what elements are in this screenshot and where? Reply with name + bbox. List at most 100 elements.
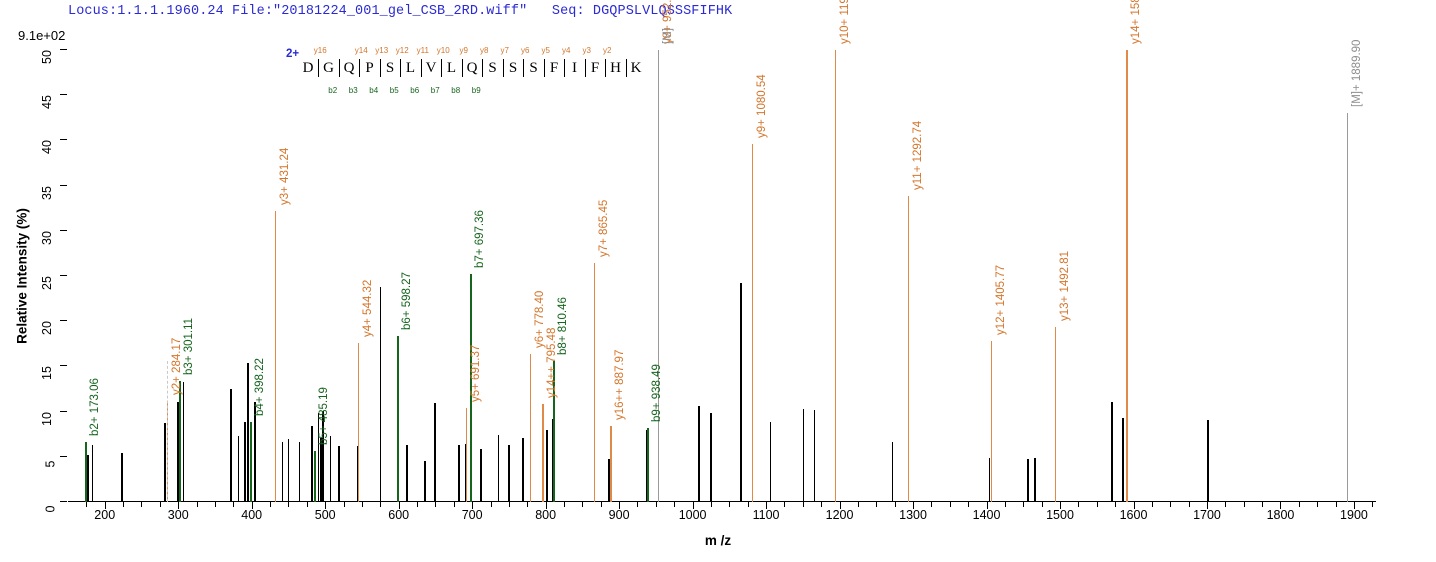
peak-label: b7+ 697.36	[474, 210, 487, 269]
plot-area: 200 300 400 500 600 700 800 900 1000 1100 1200 1300…	[40, 0, 1376, 522]
ladder-y-ion-label: y9	[459, 46, 468, 55]
ladder-b-ion-label: b2	[328, 86, 338, 95]
peak-leader-line	[166, 360, 168, 502]
ladder-separator	[482, 59, 484, 77]
spectrum-peak	[698, 406, 701, 502]
x-tick	[1133, 502, 1135, 509]
spectrum-peak	[891, 442, 894, 502]
x-tick	[1243, 502, 1245, 507]
spectrum-peak	[164, 423, 166, 502]
spectrum-peak	[508, 445, 510, 502]
x-tick	[1206, 502, 1208, 509]
spectrum-peak	[480, 448, 482, 502]
spectrum-peak	[740, 283, 742, 502]
x-tick	[361, 502, 363, 507]
spectrum-peak	[546, 429, 548, 502]
ladder-separator	[359, 59, 361, 77]
ladder-y-ion-label: y16	[313, 46, 327, 55]
ladder-residue: G	[323, 60, 334, 76]
peak-label: y14+ 1589.88	[1130, 0, 1143, 44]
y-axis-title: Relative Intensity (%)	[10, 50, 34, 502]
ladder-residue: L	[405, 60, 416, 76]
ladder-residue: P	[365, 60, 374, 76]
x-tick	[159, 502, 161, 507]
x-tick	[1262, 502, 1264, 507]
x-tick	[545, 502, 547, 509]
spectrum-peak	[253, 401, 256, 502]
spectrum-peak	[87, 455, 90, 502]
spectrum-peak	[551, 418, 554, 502]
x-tick	[435, 502, 437, 507]
peak-label: [M]	[661, 28, 674, 44]
ladder-y-ion-label: y12	[395, 46, 409, 55]
ladder-b-ion-label: b7	[430, 86, 440, 95]
x-tick	[398, 502, 400, 509]
spectrum-peak	[244, 422, 246, 502]
x-tick-label: 800	[535, 508, 557, 522]
ladder-separator	[605, 59, 607, 77]
x-tick	[527, 502, 529, 507]
x-tick	[104, 502, 106, 509]
ladder-residue: S	[385, 60, 395, 76]
peak-label: y10+ 1193.61	[838, 0, 851, 44]
peak-label: y6+ 778.40	[533, 290, 546, 348]
spectrum-peak	[1122, 417, 1125, 502]
x-tick	[141, 502, 143, 507]
spectrum-peak	[357, 342, 360, 502]
x-tick	[1225, 502, 1227, 507]
y-tick	[60, 184, 67, 186]
spectrum-peak	[91, 445, 94, 502]
header: Locus:1.1.1.1960.24 File:"20181224_001_g…	[0, 4, 1436, 24]
x-tick	[1188, 502, 1190, 507]
x-tick-label: 900	[608, 508, 630, 522]
x-tick	[178, 502, 180, 509]
spectrum-peak	[356, 445, 359, 502]
ladder-separator	[502, 59, 504, 77]
spectrum-peak	[834, 50, 837, 502]
x-tick	[1372, 502, 1374, 507]
ladder-b-ion-label: b6	[410, 86, 420, 95]
x-tick	[729, 502, 731, 507]
ladder-residue: V	[425, 60, 437, 76]
spectrum-peak	[322, 410, 324, 502]
x-tick	[692, 502, 694, 509]
peak-label: b3+ 301.11	[183, 317, 196, 375]
x-tick	[1060, 502, 1062, 509]
ladder-separator	[400, 59, 402, 77]
ladder-b-ion-label: b8	[451, 86, 461, 95]
x-tick-label: 300	[167, 508, 189, 522]
peak-label: y16++ 887.97	[614, 349, 627, 421]
x-tick-label: 1300	[899, 508, 927, 522]
y-tick	[60, 320, 67, 322]
spectrum-peak	[182, 381, 185, 502]
x-tick	[123, 502, 125, 507]
x-tick-label: 1200	[825, 508, 854, 522]
spectrum-peak	[281, 442, 284, 502]
x-tick-label: 1700	[1193, 508, 1221, 522]
ladder-separator	[564, 59, 566, 77]
x-tick	[1298, 502, 1300, 507]
spectrum-peak	[320, 437, 322, 502]
x-tick	[1353, 502, 1355, 509]
spectrum-peak	[406, 445, 408, 502]
x-tick	[968, 502, 970, 507]
ladder-y-ion-label: y14	[354, 46, 368, 55]
ladder-separator	[523, 59, 525, 77]
spectrum-peak	[329, 436, 332, 502]
peak-label: y3+ 431.24	[278, 147, 291, 205]
x-tick	[1115, 502, 1117, 507]
x-tick	[655, 502, 657, 507]
spectrum-peak	[802, 408, 805, 502]
x-axis-title: m /z	[704, 533, 732, 548]
x-tick-label: 500	[314, 508, 336, 522]
spectrum-peak	[298, 442, 301, 502]
x-tick	[417, 502, 419, 507]
spectrum-peak	[250, 422, 253, 502]
spectrum-peak	[1206, 419, 1209, 502]
x-tick	[1041, 502, 1043, 507]
x-tick	[472, 502, 474, 509]
peak-label: y7+ 865.45	[597, 200, 610, 258]
ladder-residue: F	[590, 60, 600, 76]
